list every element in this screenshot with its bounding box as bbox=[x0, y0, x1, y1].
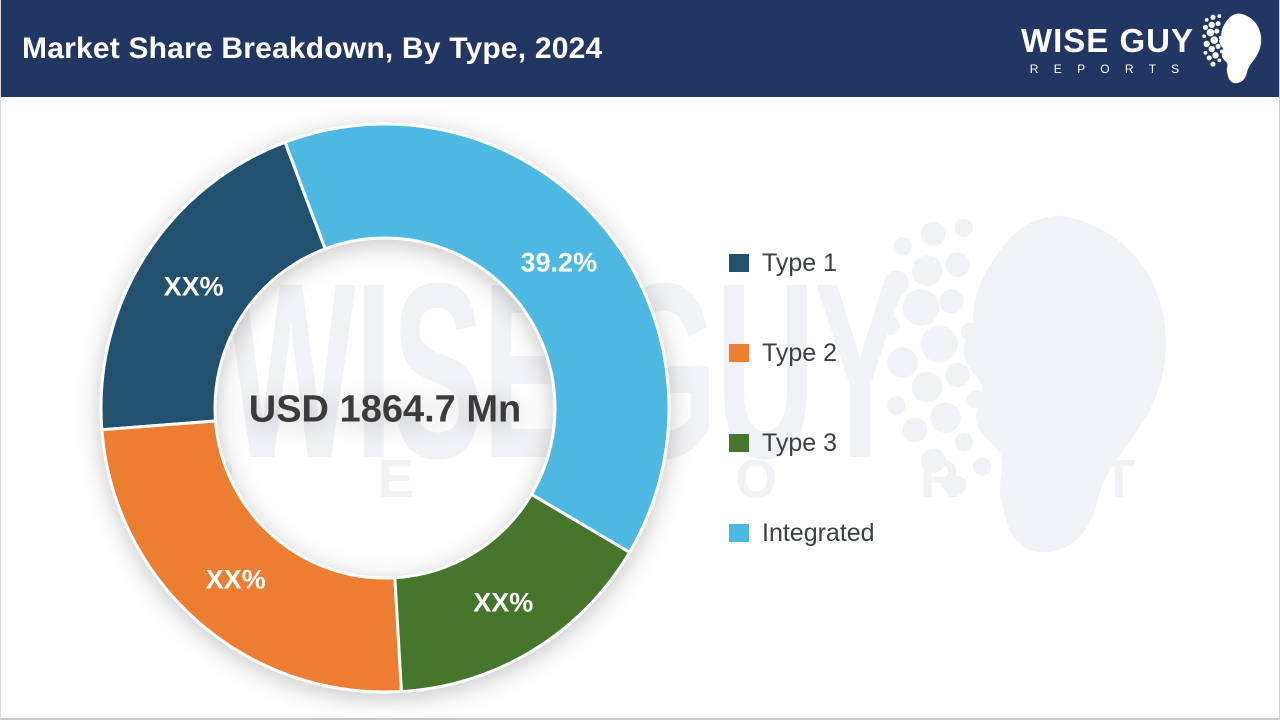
page-title: Market Share Breakdown, By Type, 2024 bbox=[22, 31, 603, 65]
legend-label: Type 3 bbox=[762, 429, 838, 457]
header-bar: Market Share Breakdown, By Type, 2024 WI… bbox=[0, 0, 1280, 97]
legend-item-type-2: Type 2 bbox=[729, 339, 875, 367]
legend-swatch-type-3 bbox=[729, 434, 749, 452]
segment-value-label: 39.2% bbox=[521, 247, 598, 277]
segment-value-label: XX% bbox=[473, 587, 533, 617]
legend-item-type-1: Type 1 bbox=[729, 249, 875, 277]
legend-item-integrated: Integrated bbox=[729, 519, 875, 547]
donut-segment-integrated bbox=[283, 122, 671, 554]
legend-label: Type 2 bbox=[762, 339, 838, 367]
watermark-face-icon bbox=[881, 215, 1166, 553]
legend-label: Integrated bbox=[762, 519, 875, 547]
logo-tagline-text: R E P O R T S bbox=[1029, 61, 1186, 76]
legend-swatch-integrated bbox=[729, 524, 749, 542]
donut-segment-type-1 bbox=[99, 140, 327, 432]
legend-label: Type 1 bbox=[762, 249, 838, 277]
segment-value-label: XX% bbox=[206, 564, 266, 594]
legend-swatch-type-1 bbox=[729, 254, 749, 272]
legend-swatch-type-2 bbox=[729, 344, 749, 362]
chart-legend: Type 1 Type 2 Type 3 Integrated bbox=[729, 249, 875, 612]
segment-value-label: XX% bbox=[164, 271, 224, 301]
wise-guy-face-icon bbox=[1202, 13, 1262, 84]
chart-center-value: USD 1864.7 Mn bbox=[249, 388, 521, 430]
legend-item-type-3: Type 3 bbox=[729, 429, 875, 457]
logo-name-text: WISE GUY bbox=[1020, 21, 1194, 59]
wise-guy-logo: WISE GUY R E P O R T S bbox=[1021, 8, 1264, 90]
donut-segment-type-2 bbox=[100, 419, 403, 694]
donut-chart: XX% XX% XX% 39.2% USD 1864.7 Mn bbox=[99, 122, 671, 694]
